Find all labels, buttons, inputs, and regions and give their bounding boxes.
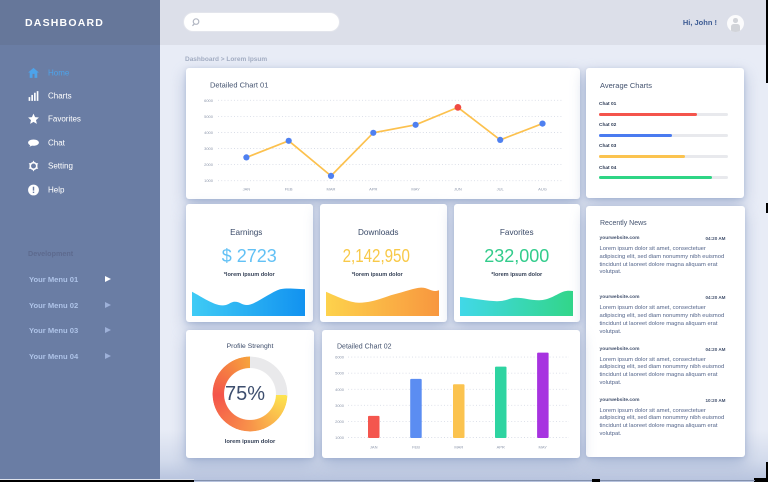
svg-text:MAY: MAY <box>411 187 420 192</box>
svg-text:3000: 3000 <box>335 402 345 407</box>
svg-text:1000: 1000 <box>335 435 345 440</box>
svg-text:Detailed Chart 01: Detailed Chart 01 <box>210 81 268 90</box>
svg-text:5000: 5000 <box>335 370 345 375</box>
svg-text:JAN: JAN <box>243 187 251 192</box>
svg-text:JUN: JUN <box>454 187 462 192</box>
svg-text:APR: APR <box>369 187 377 192</box>
svg-text:MAR: MAR <box>327 187 336 192</box>
svg-text:MAY: MAY <box>538 444 547 449</box>
svg-text:AUG: AUG <box>538 187 547 192</box>
svg-text:6000: 6000 <box>204 98 214 103</box>
svg-text:2000: 2000 <box>335 418 345 423</box>
svg-text:2000: 2000 <box>204 162 214 167</box>
svg-text:APR: APR <box>496 444 504 449</box>
svg-text:JAN: JAN <box>369 444 377 449</box>
svg-text:3000: 3000 <box>204 146 214 151</box>
svg-text:FEB: FEB <box>285 187 293 192</box>
svg-text:6000: 6000 <box>335 354 345 359</box>
svg-text:1000: 1000 <box>204 178 214 183</box>
svg-text:Detailed Chart 02: Detailed Chart 02 <box>337 343 392 350</box>
svg-text:5000: 5000 <box>204 114 214 119</box>
svg-text:4000: 4000 <box>335 386 345 391</box>
svg-text:4000: 4000 <box>204 130 214 135</box>
svg-text:JUL: JUL <box>497 187 505 192</box>
svg-text:FEB: FEB <box>412 444 420 449</box>
svg-text:MAR: MAR <box>454 444 463 449</box>
